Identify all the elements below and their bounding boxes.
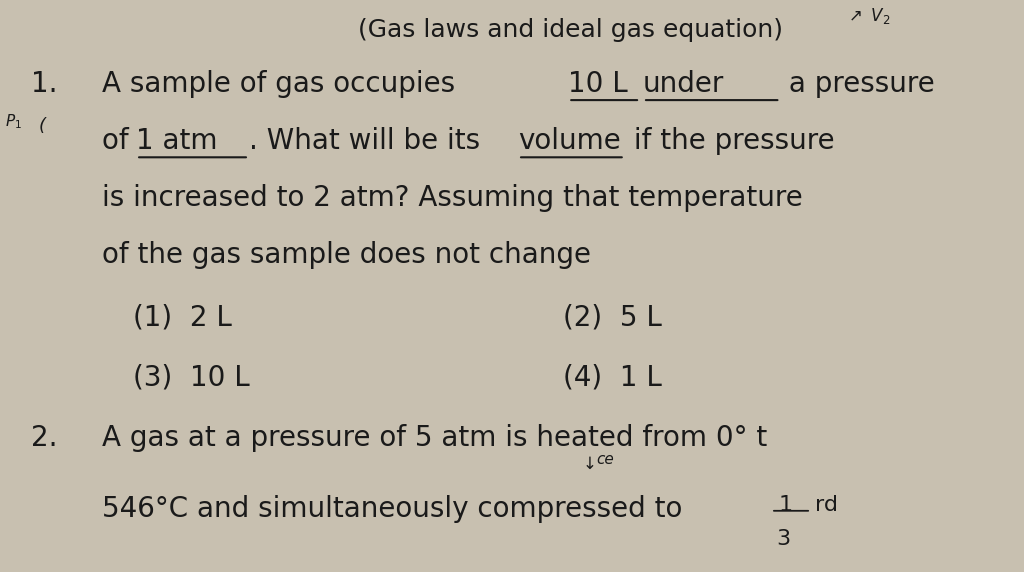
Text: $\mathit{P_1}$: $\mathit{P_1}$	[5, 113, 23, 132]
Text: under: under	[643, 70, 724, 98]
Text: ce: ce	[596, 452, 613, 467]
Text: $\nearrow$ V$_2$: $\nearrow$ V$_2$	[845, 6, 890, 26]
Text: (Gas laws and ideal gas equation): (Gas laws and ideal gas equation)	[358, 18, 783, 42]
Text: (2)  5 L: (2) 5 L	[563, 303, 663, 331]
Text: 3: 3	[776, 529, 791, 549]
Text: rd: rd	[815, 495, 838, 515]
Text: of: of	[102, 127, 138, 155]
Text: A sample of gas occupies: A sample of gas occupies	[102, 70, 465, 98]
Text: 10 L: 10 L	[568, 70, 628, 98]
Text: if the pressure: if the pressure	[625, 127, 835, 155]
Text: 1.: 1.	[31, 70, 57, 98]
Text: 1 atm: 1 atm	[136, 127, 218, 155]
Text: a pressure: a pressure	[780, 70, 935, 98]
Text: 1: 1	[778, 495, 793, 515]
Text: (: (	[39, 117, 46, 134]
Text: 546°C and simultaneously compressed to: 546°C and simultaneously compressed to	[102, 495, 691, 523]
Text: volume: volume	[518, 127, 621, 155]
Text: (4)  1 L: (4) 1 L	[563, 363, 663, 391]
Text: (3)  10 L: (3) 10 L	[133, 363, 250, 391]
Text: . What will be its: . What will be its	[249, 127, 488, 155]
Text: is increased to 2 atm? Assuming that temperature: is increased to 2 atm? Assuming that tem…	[102, 184, 803, 212]
Text: 2.: 2.	[31, 424, 57, 452]
Text: of the gas sample does not change: of the gas sample does not change	[102, 241, 592, 269]
Text: (1)  2 L: (1) 2 L	[133, 303, 232, 331]
Text: $\downarrow$: $\downarrow$	[579, 455, 594, 472]
Text: A gas at a pressure of 5 atm is heated from 0° t: A gas at a pressure of 5 atm is heated f…	[102, 424, 768, 452]
